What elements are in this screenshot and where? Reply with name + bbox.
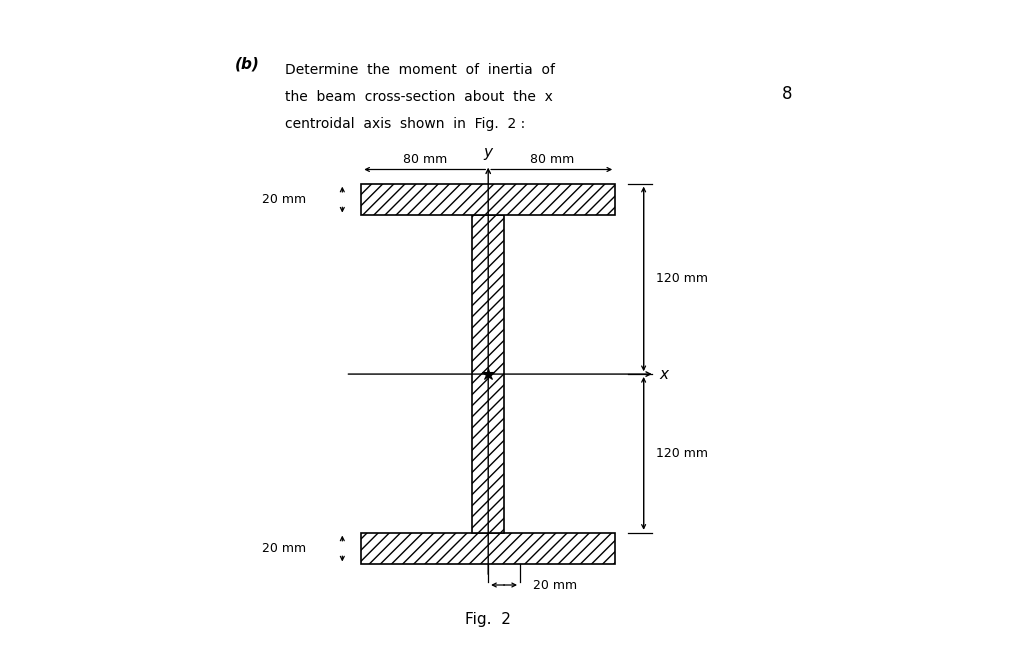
Text: (b): (b) bbox=[234, 57, 259, 72]
Text: 8: 8 bbox=[781, 86, 793, 103]
Bar bbox=[361, 183, 615, 215]
Text: centroidal  axis  shown  in  Fig.  2 :: centroidal axis shown in Fig. 2 : bbox=[286, 117, 525, 131]
Text: 20 mm: 20 mm bbox=[532, 579, 577, 592]
Text: 120 mm: 120 mm bbox=[656, 272, 709, 285]
Text: 120 mm: 120 mm bbox=[656, 447, 709, 460]
Text: 20 mm: 20 mm bbox=[262, 542, 306, 555]
Text: the  beam  cross-section  about  the  x: the beam cross-section about the x bbox=[286, 90, 553, 104]
Text: 20 mm: 20 mm bbox=[262, 193, 306, 206]
Text: x: x bbox=[659, 366, 669, 381]
Text: Determine  the  moment  of  inertia  of: Determine the moment of inertia of bbox=[286, 63, 555, 77]
Text: 80 mm: 80 mm bbox=[402, 153, 446, 167]
Text: 80 mm: 80 mm bbox=[529, 153, 573, 167]
Bar bbox=[361, 533, 615, 564]
Bar bbox=[472, 215, 504, 533]
Text: y: y bbox=[483, 145, 493, 160]
Text: Fig.  2: Fig. 2 bbox=[465, 612, 511, 627]
